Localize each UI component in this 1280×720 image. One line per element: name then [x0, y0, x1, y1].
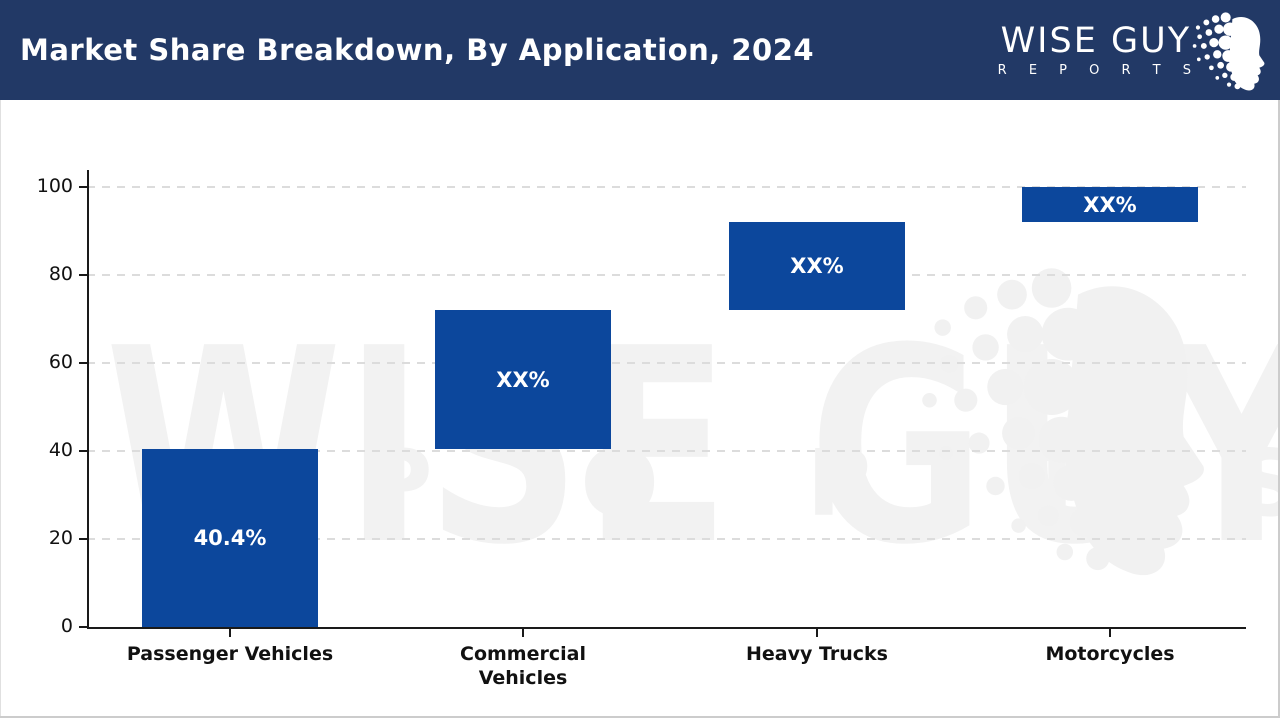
- bar-value-label: 40.4%: [193, 526, 267, 551]
- y-tick-80: [79, 274, 87, 276]
- y-tick-40: [79, 450, 87, 452]
- bar-motorcycles: XX%: [1022, 187, 1198, 223]
- y-tick-20: [79, 538, 87, 540]
- bar-value-label: XX%: [1083, 192, 1137, 217]
- head-dots-icon: [1192, 12, 1265, 91]
- x-tick-3: [1109, 629, 1111, 637]
- page-right-border: [1278, 100, 1280, 718]
- y-tick-label-20: 20: [48, 527, 73, 549]
- page-title: Market Share Breakdown, By Application, …: [20, 33, 815, 67]
- watermark-head-dots-icon: [922, 268, 1204, 576]
- bar-value-label: XX%: [496, 367, 550, 392]
- y-tick-100: [79, 186, 87, 188]
- y-tick-label-60: 60: [48, 351, 73, 373]
- gridline-y-80: [87, 274, 1246, 276]
- category-label-1: Commercial Vehicles: [460, 643, 586, 689]
- bar-heavy-trucks: XX%: [729, 222, 905, 311]
- x-tick-0: [229, 629, 231, 637]
- header-bar: Market Share Breakdown, By Application, …: [0, 0, 1280, 100]
- wise-guy-logo-text: WISE GUY R E P O R T S: [992, 21, 1200, 79]
- y-tick-label-100: 100: [36, 175, 73, 197]
- y-tick-label-40: 40: [48, 439, 73, 461]
- category-label-0: Passenger Vehicles: [126, 643, 334, 665]
- x-axis-line: [87, 627, 1246, 629]
- category-label-2: Heavy Trucks: [746, 643, 888, 665]
- chart-area: WISE GUY P O R T S 0 20 40 60 80 100 40.4% Pass…: [0, 100, 1280, 716]
- gridline-y-20: [87, 538, 1246, 540]
- y-tick-label-0: 0: [60, 615, 73, 637]
- logo-brand-subtitle: R E P O R T S: [997, 63, 1200, 78]
- page-bottom-border: [0, 716, 1280, 718]
- y-tick-60: [79, 362, 87, 364]
- bar-passenger-vehicles: 40.4%: [142, 449, 318, 627]
- x-tick-2: [816, 629, 818, 637]
- gridline-y-40: [87, 450, 1246, 452]
- x-tick-1: [522, 629, 524, 637]
- logo-brand-name: WISE GUY: [1000, 21, 1192, 61]
- y-tick-label-80: 80: [48, 263, 73, 285]
- category-label-3: Motorcycles: [1045, 643, 1175, 665]
- page-left-border: [0, 100, 1, 716]
- wise-guy-logo: WISE GUY R E P O R T S: [992, 8, 1266, 94]
- bar-value-label: XX%: [790, 254, 844, 279]
- gridline-y-60: [87, 362, 1246, 364]
- y-tick-0: [79, 626, 87, 628]
- y-axis-line: [87, 170, 89, 629]
- bar-commercial-vehicles: XX%: [435, 310, 611, 450]
- gridline-y-100: [87, 186, 1246, 188]
